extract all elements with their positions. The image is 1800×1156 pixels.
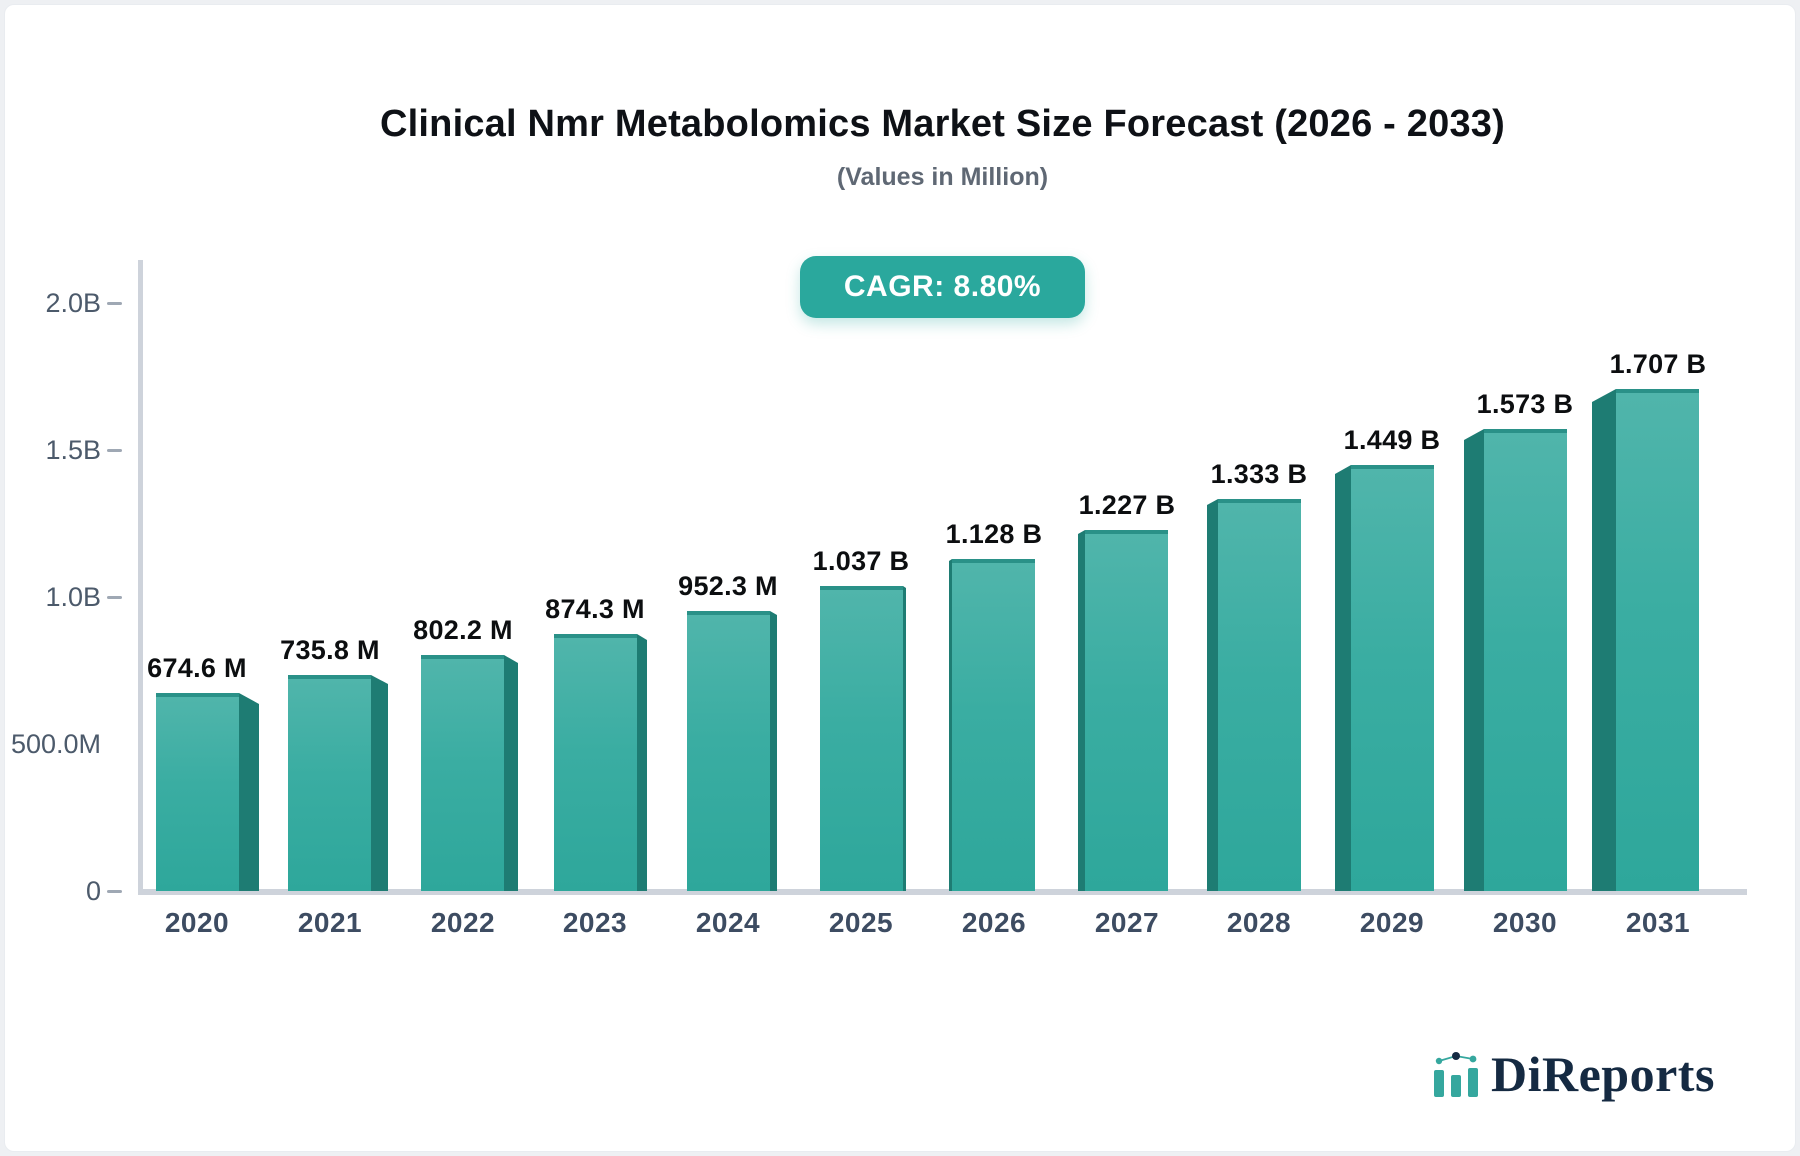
brand-name: DiReports: [1491, 1046, 1715, 1102]
chart-card: Clinical Nmr Metabolomics Market Size Fo…: [4, 4, 1796, 1152]
bar-chart-plot-area: 2.0B 1.5B 1.0B 500.0M 0 674.6 M 2020 735.8 M 202…: [5, 5, 1795, 1151]
bar-value-label: 874.3 M: [545, 594, 645, 624]
bar-value-label: 1.333 B: [1210, 459, 1308, 489]
bar-side-face: [903, 586, 906, 891]
chart-title: Clinical Nmr Metabolomics Market Size Fo…: [380, 103, 1505, 145]
bar-front-face: [1218, 499, 1301, 891]
y-axis-tick-mark: [107, 890, 122, 893]
x-axis-label: 2022: [430, 907, 496, 938]
bar-side-face: [1207, 499, 1218, 891]
bar-front-face: [1616, 389, 1699, 891]
bar-side-face: [504, 655, 518, 891]
bar-front-face: [156, 693, 239, 891]
bar-front-face: [1085, 530, 1168, 891]
y-axis-tick-mark: [107, 596, 122, 599]
bar-side-face: [1335, 465, 1351, 891]
x-axis-label: 2020: [164, 907, 230, 938]
x-axis-label: 2023: [562, 907, 628, 938]
bar-side-face: [239, 693, 259, 891]
x-axis-label: 2029: [1359, 907, 1425, 938]
bar-side-face: [1464, 429, 1484, 891]
x-axis-label: 2031: [1625, 907, 1691, 938]
bar-front-face: [421, 655, 504, 891]
bar-value-label: 1.128 B: [945, 519, 1043, 549]
cagr-badge-row: CAGR: 8.80%: [138, 256, 1747, 318]
bar-side-face: [1592, 389, 1616, 891]
bar-value-label: 952.3 M: [678, 571, 778, 601]
bar-front-face: [1351, 465, 1434, 891]
bar-value-label: 1.707 B: [1609, 349, 1707, 379]
bar-side-face: [637, 634, 647, 891]
chart-header: Clinical Nmr Metabolomics Market Size Fo…: [138, 101, 1747, 193]
cagr-badge: CAGR: 8.80%: [799, 256, 1086, 318]
bar-front-face: [687, 611, 770, 891]
bar-value-label: 674.6 M: [147, 653, 247, 683]
bar-value-label: 1.449 B: [1343, 425, 1441, 455]
y-axis-tick-label: 2.0B: [45, 288, 101, 318]
bar-value-label: 735.8 M: [280, 635, 380, 665]
chart-subtitle: (Values in Million): [836, 163, 1049, 191]
x-axis-label: 2030: [1492, 907, 1558, 938]
y-axis-tick-label: 0: [85, 876, 101, 906]
bar-value-label: 1.037 B: [812, 546, 910, 576]
bar-side-face: [371, 675, 388, 891]
bar-front-face: [952, 559, 1035, 891]
y-axis-tick-label: 1.0B: [45, 582, 101, 612]
bar-value-label: 1.573 B: [1476, 389, 1574, 419]
bar-front-face: [554, 634, 637, 891]
bar-side-face: [949, 559, 952, 891]
bar-value-label: 1.227 B: [1078, 490, 1176, 520]
x-axis-label: 2027: [1094, 907, 1160, 938]
y-axis-tick-label: 500.0M: [10, 729, 101, 759]
y-axis-line: [138, 260, 143, 895]
bar-chart-logo-icon: [1434, 1052, 1478, 1097]
bar-value-label: 802.2 M: [413, 615, 513, 645]
brand-logo[interactable]: DiReports: [1433, 1039, 1733, 1109]
y-axis-tick-mark: [107, 449, 122, 452]
bar-front-face: [288, 675, 371, 891]
x-axis-label: 2025: [828, 907, 894, 938]
y-axis-tick-mark: [107, 302, 122, 305]
x-axis-label: 2024: [695, 907, 761, 938]
x-axis-baseline: [138, 889, 1747, 895]
x-axis-label: 2026: [961, 907, 1027, 938]
y-axis-tick-label: 1.5B: [45, 435, 101, 465]
bar-front-face: [1484, 429, 1567, 891]
bar-side-face: [770, 611, 777, 891]
x-axis-label: 2021: [297, 907, 363, 938]
x-axis-label: 2028: [1226, 907, 1292, 938]
bar-front-face: [820, 586, 903, 891]
bar-side-face: [1078, 530, 1085, 891]
